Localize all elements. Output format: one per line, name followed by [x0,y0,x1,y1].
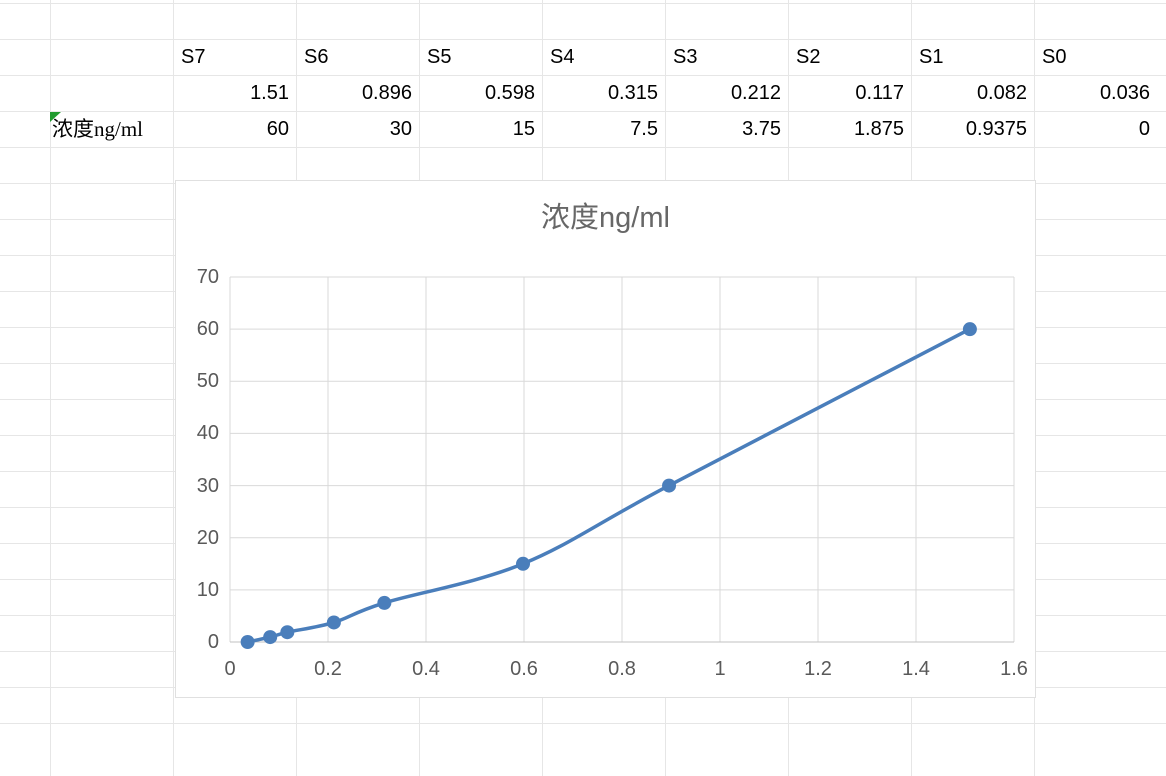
cell-value[interactable]: 0.896 [361,82,412,104]
cell-header[interactable]: S3 [673,46,698,68]
cell-conc[interactable]: 15 [512,118,535,140]
series-line [245,327,972,644]
y-tick-label: 30 [196,474,219,497]
x-tick-label: 1.2 [804,658,832,680]
line-plot [229,276,1015,649]
data-point[interactable] [377,595,392,610]
cell-header[interactable]: S5 [427,46,452,68]
cell-header[interactable]: S0 [1042,46,1067,68]
y-tick-label: 40 [196,422,219,445]
cell-header[interactable]: S2 [796,46,821,68]
data-point[interactable] [280,625,295,640]
x-tick-label: 1 [714,658,726,680]
chart-title: 浓度ng/ml [541,202,670,234]
data-point[interactable] [962,322,977,337]
cell-value[interactable]: 0.117 [855,82,904,104]
cell-conc[interactable]: 1.875 [853,118,904,140]
data-point[interactable] [263,630,278,645]
cell-header[interactable]: S4 [550,46,575,68]
cell-value[interactable]: 0.036 [1099,82,1150,104]
x-tick-label: 0.2 [314,658,342,680]
x-tick-label: 0.6 [510,658,538,680]
y-tick-label: 60 [196,318,219,341]
data-point[interactable] [326,615,341,630]
x-tick-label: 1.6 [1000,658,1028,680]
cell-conc[interactable]: 7.5 [630,118,658,140]
x-tick-label: 0.4 [412,658,440,680]
y-tick-label: 20 [196,526,219,549]
y-tick-label: 0 [207,631,219,653]
x-tick-label: 0 [224,658,236,680]
cell-conc-label[interactable]: 浓度ng/ml [52,117,144,141]
cell-header[interactable]: S7 [181,46,206,68]
y-tick-label: 70 [196,266,219,288]
chart[interactable]: 浓度ng/ml 0 0.2 0.4 0.6 0.8 1 1.2 1.4 1.6 0 10 20 30 40… [175,180,1036,698]
cell-conc[interactable]: 30 [389,118,412,140]
cell-value[interactable]: 1.51 [250,82,289,104]
cell-warning-flag-icon [50,112,61,122]
cell-value[interactable]: 0.082 [976,82,1027,104]
y-tick-label: 10 [196,578,219,601]
x-tick-label: 0.8 [608,658,636,680]
data-point[interactable] [516,556,531,571]
cell-value[interactable]: 0.598 [484,82,535,104]
x-tick-label: 1.4 [902,658,930,680]
cell-header[interactable]: S6 [304,46,329,68]
data-point[interactable] [662,478,677,493]
cell-conc[interactable]: 0 [1138,118,1150,140]
cell-header[interactable]: S1 [919,46,944,68]
cell-conc[interactable]: 3.75 [742,118,781,140]
cell-value[interactable]: 0.315 [607,82,658,104]
data-point[interactable] [240,635,255,649]
y-tick-label: 50 [196,370,219,393]
cell-conc[interactable]: 60 [266,118,289,140]
cell-value[interactable]: 0.212 [730,82,781,104]
cell-conc[interactable]: 0.9375 [965,118,1027,140]
